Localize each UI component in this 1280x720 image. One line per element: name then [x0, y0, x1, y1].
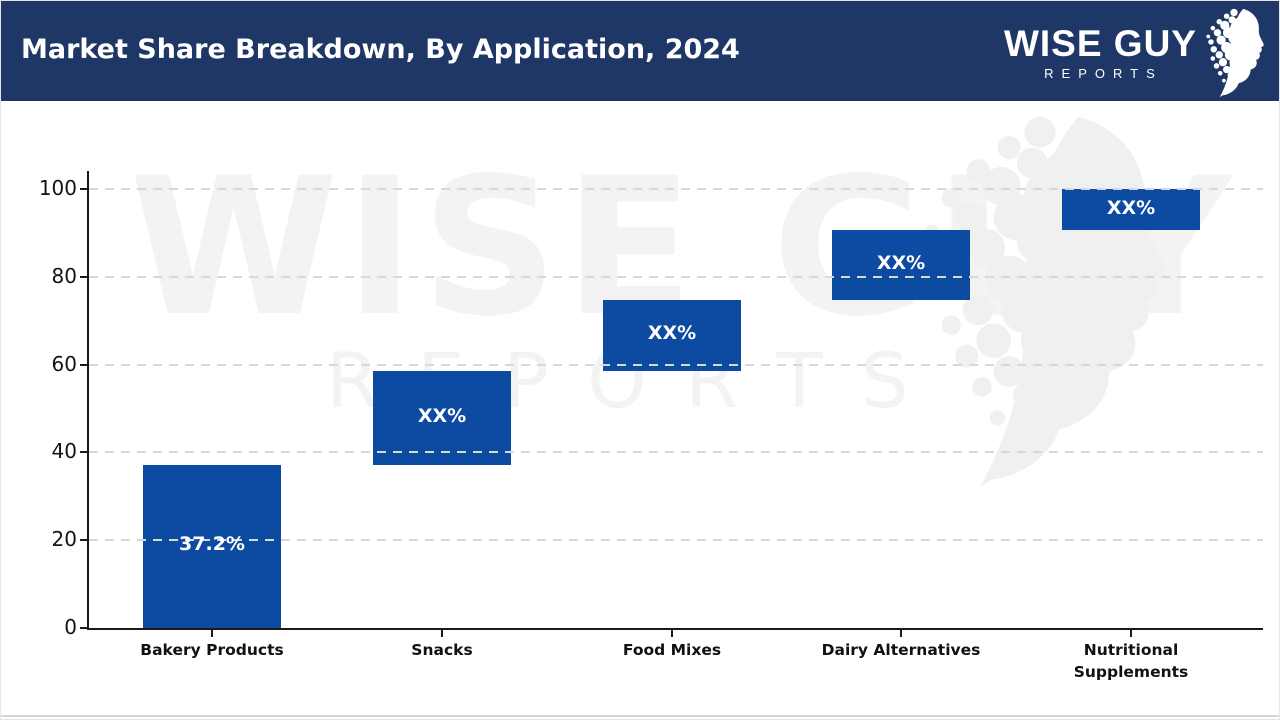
gridline — [89, 188, 1263, 190]
x-axis-tick — [900, 629, 902, 637]
x-axis-tick — [211, 629, 213, 637]
gridline — [89, 539, 1263, 542]
bar — [603, 300, 741, 371]
x-axis-label: Dairy Alternatives — [821, 641, 981, 659]
x-axis-tick — [671, 629, 673, 637]
bar-value-label: XX% — [876, 252, 926, 275]
x-axis-label: Nutritional Supplements — [1073, 641, 1189, 682]
bar — [143, 464, 281, 628]
y-axis-tick — [80, 627, 88, 629]
brand-logo: WISE GUY REPORTS — [1004, 5, 1269, 101]
brand-logo-text: WISE GUY REPORTS — [1004, 25, 1197, 81]
x-axis-label: Food Mixes — [622, 641, 722, 659]
bar-value-label: XX% — [1106, 196, 1156, 219]
y-axis-tick — [80, 188, 88, 190]
y-tick-label: 40 — [51, 439, 77, 464]
y-tick-label: 0 — [64, 615, 77, 639]
bar-value-label: 37.2% — [179, 533, 245, 556]
chart-title: Market Share Breakdown, By Application, … — [21, 34, 740, 65]
x-axis-tick — [441, 629, 443, 637]
x-axis-line — [87, 628, 1263, 630]
dotted-face-profile-icon — [1199, 7, 1269, 99]
y-axis-line — [87, 171, 89, 630]
y-axis-tick — [80, 363, 88, 366]
gridline — [89, 275, 1263, 278]
x-axis-label: Snacks — [411, 641, 473, 659]
gridline — [89, 451, 1263, 454]
x-axis-label: Bakery Products — [140, 641, 284, 659]
x-axis-tick — [1130, 629, 1132, 637]
y-tick-label: 20 — [51, 527, 77, 552]
bottom-divider — [1, 715, 1279, 717]
y-tick-label: 80 — [51, 263, 77, 288]
brand-name: WISE GUY — [1003, 23, 1197, 64]
gridline — [89, 363, 1263, 366]
y-axis-tick — [80, 451, 88, 454]
bar-value-label: XX% — [647, 322, 697, 345]
plot-area: 0 20 40 60 80 100 37.2% Bakery Products XX% Snack… — [1, 101, 1279, 719]
bar-value-label: XX% — [417, 404, 467, 427]
y-tick-label: 60 — [51, 351, 77, 376]
brand-subtitle: REPORTS — [1044, 66, 1163, 81]
header-bar: Market Share Breakdown, By Application, … — [1, 1, 1279, 101]
bar — [373, 370, 511, 465]
y-axis-tick — [80, 275, 88, 278]
y-axis-tick — [80, 539, 88, 542]
y-tick-label: 100 — [38, 176, 77, 200]
